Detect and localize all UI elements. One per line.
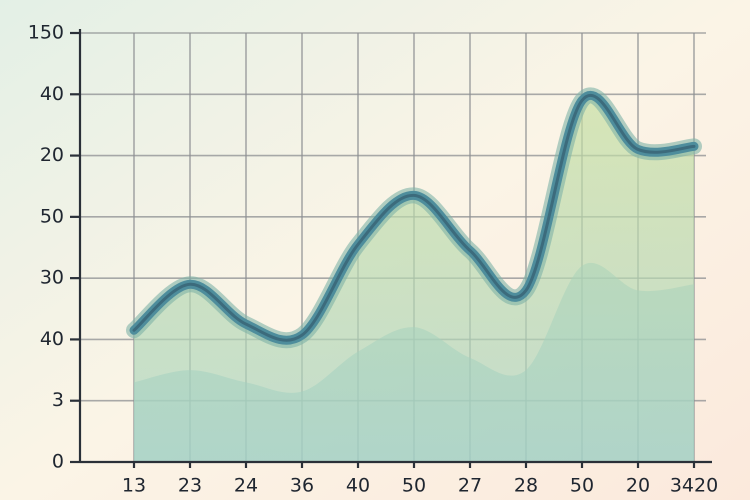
- y-tick-label: 30: [40, 267, 64, 289]
- x-tick-label: 50: [402, 475, 426, 497]
- y-tick-label: 20: [40, 144, 64, 166]
- x-tick-label: 28: [514, 475, 538, 497]
- x-tick-label: 24: [234, 475, 258, 497]
- x-tick-label: 13: [122, 475, 146, 497]
- y-tick-label: 150: [28, 22, 64, 44]
- area: [134, 95, 694, 463]
- y-tick-label: 50: [40, 205, 64, 227]
- x-tick-label: 40: [346, 475, 370, 497]
- x-tick-label: 27: [458, 475, 482, 497]
- line-core: [132, 93, 696, 342]
- x-tick-label: 36: [290, 475, 314, 497]
- x-tick-label: 20: [626, 475, 650, 497]
- y-tick-label: 40: [40, 328, 64, 350]
- y-tick-label: 3: [52, 389, 64, 411]
- x-tick-label: 3420: [670, 475, 718, 497]
- x-tick-label: 50: [570, 475, 594, 497]
- y-tick-label: 40: [40, 83, 64, 105]
- y-tick-label: 0: [52, 451, 64, 473]
- x-tick-label: 23: [178, 475, 202, 497]
